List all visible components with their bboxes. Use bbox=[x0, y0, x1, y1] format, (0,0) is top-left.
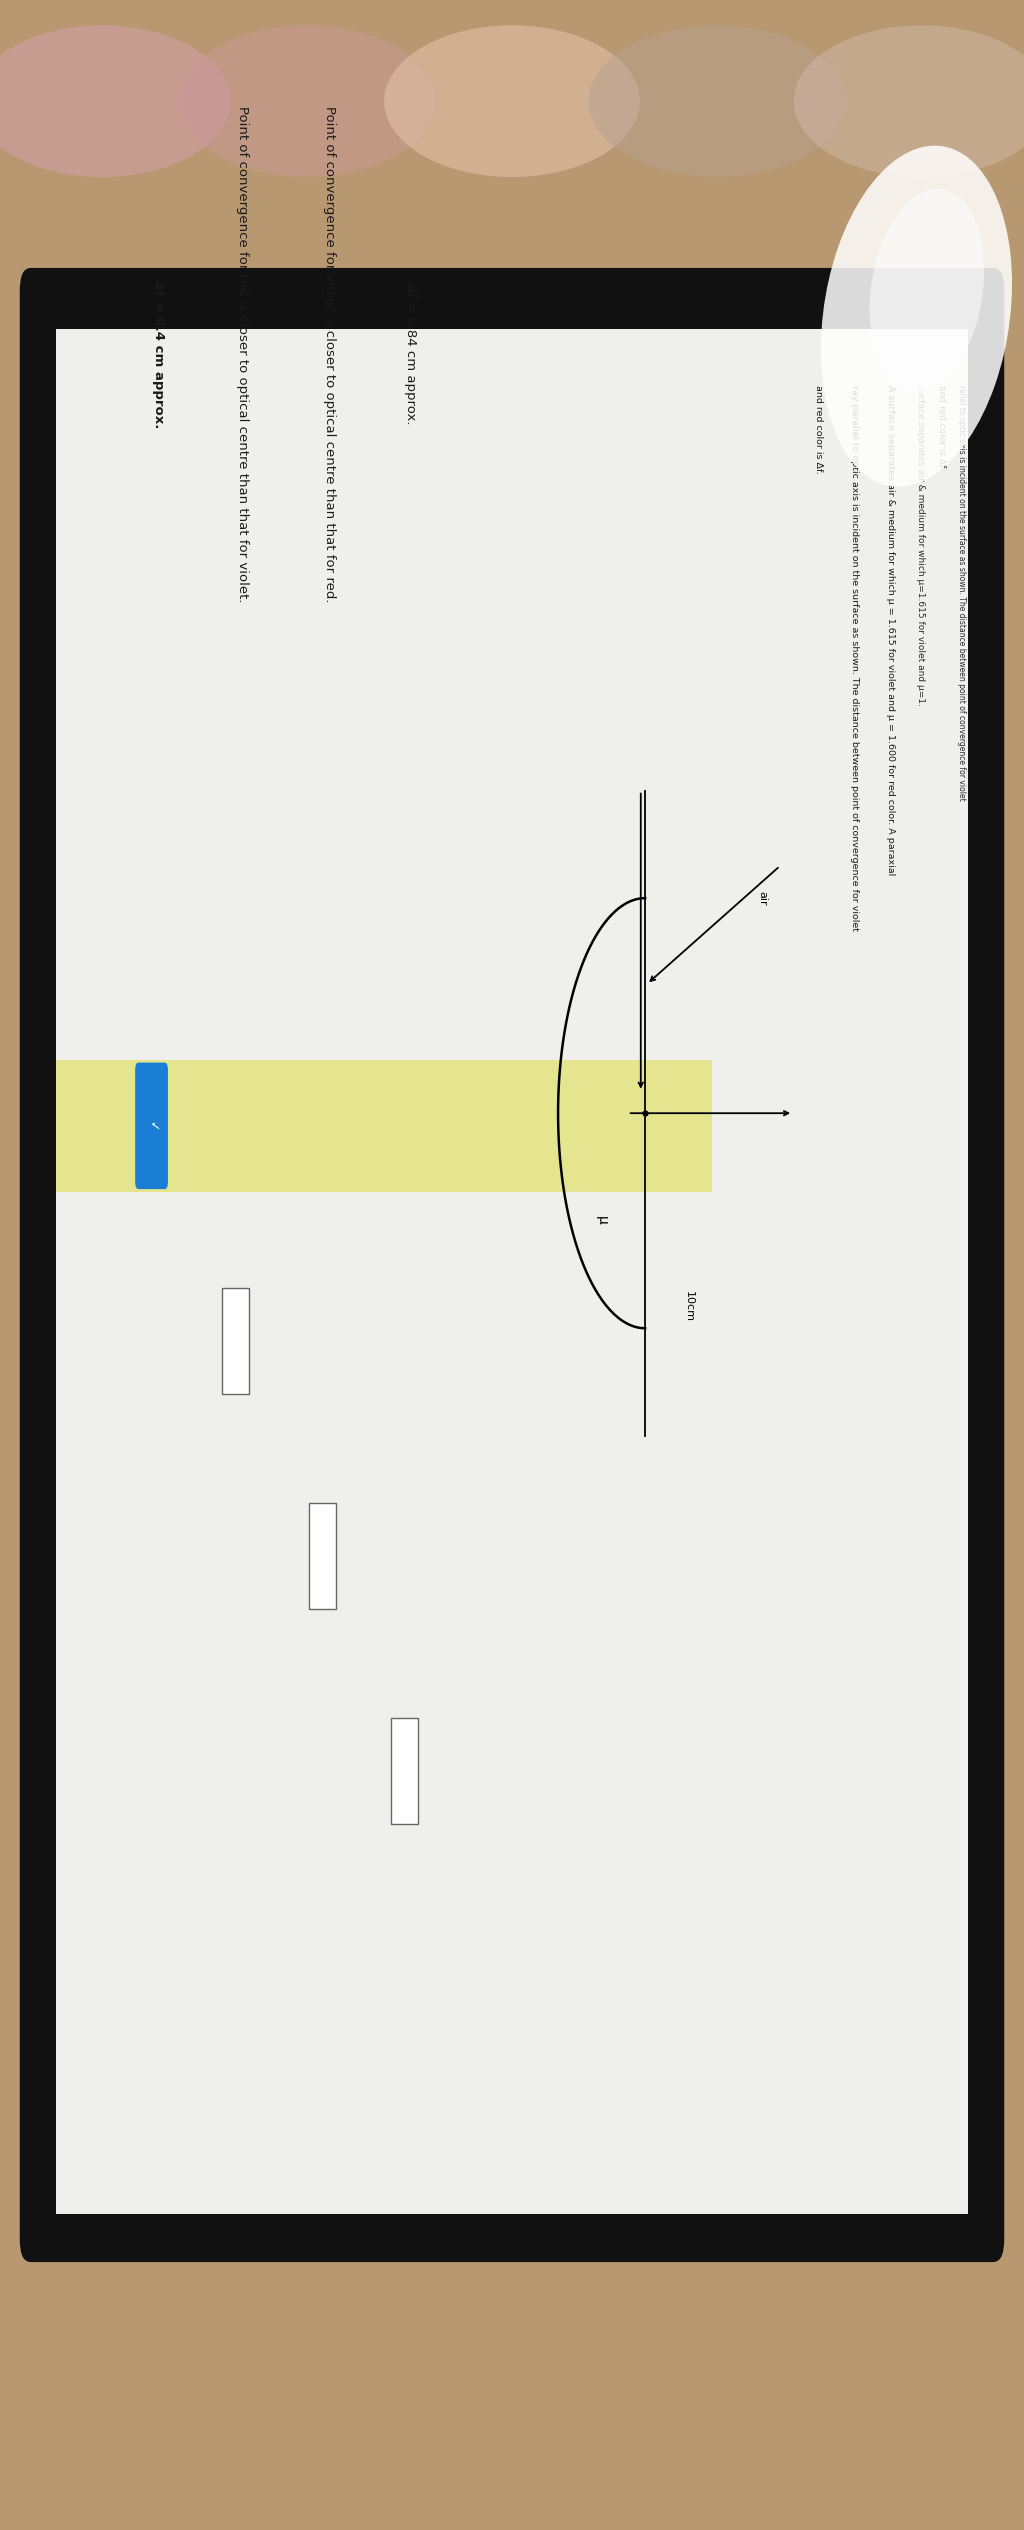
Bar bbox=[0, 0, 1024, 291]
FancyBboxPatch shape bbox=[391, 1718, 418, 1824]
Bar bbox=[56, 1060, 713, 1192]
Text: ray parallel to optic axis is incident on the surface as shown. The distance bet: ray parallel to optic axis is incident o… bbox=[850, 385, 859, 931]
FancyBboxPatch shape bbox=[309, 1503, 336, 1609]
Text: air: air bbox=[758, 891, 768, 906]
FancyBboxPatch shape bbox=[56, 329, 968, 2214]
Text: Δf = 0.4 cm approx.: Δf = 0.4 cm approx. bbox=[152, 281, 165, 428]
Text: ✓: ✓ bbox=[145, 1121, 158, 1131]
Text: Point of convergence for red is closer to optical centre than that for violet.: Point of convergence for red is closer t… bbox=[236, 106, 249, 602]
Text: μ: μ bbox=[595, 1217, 608, 1225]
Text: Δf = 0.84 cm approx.: Δf = 0.84 cm approx. bbox=[404, 283, 418, 425]
Text: rallél to optic axis is incident on the surface as shown. The distance between : rallél to optic axis is incident on the… bbox=[957, 385, 967, 802]
FancyBboxPatch shape bbox=[222, 1288, 249, 1394]
Text: Point of convergence for violet is closer to optical centre than that for red.: Point of convergence for violet is close… bbox=[323, 106, 336, 602]
Text: and red color is Δf.: and red color is Δf. bbox=[814, 385, 823, 473]
Text: surface separates air & medium for which μ=1.615 for violet and μ=1.: surface separates air & medium for which… bbox=[916, 385, 926, 706]
Ellipse shape bbox=[179, 25, 435, 177]
Text: and red color is Δf.: and red color is Δf. bbox=[937, 385, 946, 471]
Ellipse shape bbox=[384, 25, 640, 177]
Ellipse shape bbox=[794, 25, 1024, 177]
FancyBboxPatch shape bbox=[135, 1063, 168, 1189]
Ellipse shape bbox=[869, 190, 984, 392]
FancyBboxPatch shape bbox=[23, 271, 1001, 2259]
Ellipse shape bbox=[821, 147, 1012, 486]
Ellipse shape bbox=[0, 25, 230, 177]
Text: 10cm: 10cm bbox=[684, 1290, 693, 1323]
Ellipse shape bbox=[589, 25, 845, 177]
Text: A surface separates air & medium for which μ = 1.615 for violet and μ = 1.600 fo: A surface separates air & medium for whi… bbox=[886, 385, 895, 875]
